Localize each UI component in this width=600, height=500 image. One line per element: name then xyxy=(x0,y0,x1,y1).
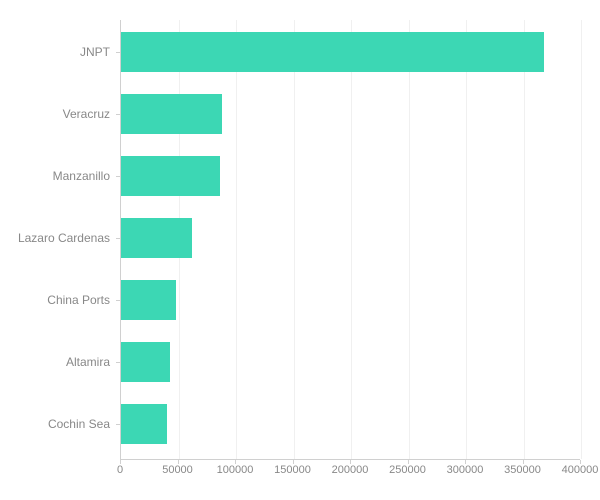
gridline xyxy=(236,20,237,459)
x-tick-label: 300000 xyxy=(447,464,484,476)
y-category-label: Altamira xyxy=(0,356,110,368)
gridline xyxy=(351,20,352,459)
gridline xyxy=(466,20,467,459)
gridline xyxy=(524,20,525,459)
gridline xyxy=(294,20,295,459)
bar xyxy=(121,218,192,258)
bar xyxy=(121,156,220,196)
bar-row xyxy=(121,280,176,320)
y-tick-line xyxy=(116,52,120,53)
bar xyxy=(121,280,176,320)
y-tick-line xyxy=(116,238,120,239)
plot-area xyxy=(120,20,580,460)
y-category-label: Cochin Sea xyxy=(0,418,110,430)
y-tick-line xyxy=(116,114,120,115)
y-tick-line xyxy=(116,300,120,301)
x-tick-label: 100000 xyxy=(217,464,254,476)
gridline xyxy=(409,20,410,459)
y-category-label: China Ports xyxy=(0,294,110,306)
bar xyxy=(121,342,170,382)
y-tick-line xyxy=(116,176,120,177)
x-tick-label: 250000 xyxy=(389,464,426,476)
x-tick-label: 200000 xyxy=(332,464,369,476)
y-tick-line xyxy=(116,424,120,425)
y-category-label: Lazaro Cardenas xyxy=(0,232,110,244)
x-tick-label: 400000 xyxy=(562,464,599,476)
y-tick-line xyxy=(116,362,120,363)
y-category-label: Veracruz xyxy=(0,108,110,120)
bar-row xyxy=(121,32,544,72)
x-tick-label: 350000 xyxy=(504,464,541,476)
bar xyxy=(121,404,167,444)
bar xyxy=(121,32,544,72)
y-category-label: JNPT xyxy=(0,46,110,58)
bar-row xyxy=(121,404,167,444)
gridline xyxy=(581,20,582,459)
bar-chart: 0 50000 100000 150000 200000 250000 300000 3500… xyxy=(0,0,600,500)
x-tick-label: 50000 xyxy=(162,464,193,476)
bar xyxy=(121,94,222,134)
bar-row xyxy=(121,156,220,196)
x-tick-label: 0 xyxy=(117,464,123,476)
bar-row xyxy=(121,218,192,258)
y-category-label: Manzanillo xyxy=(0,170,110,182)
bar-row xyxy=(121,342,170,382)
x-tick-label: 150000 xyxy=(274,464,311,476)
bar-row xyxy=(121,94,222,134)
